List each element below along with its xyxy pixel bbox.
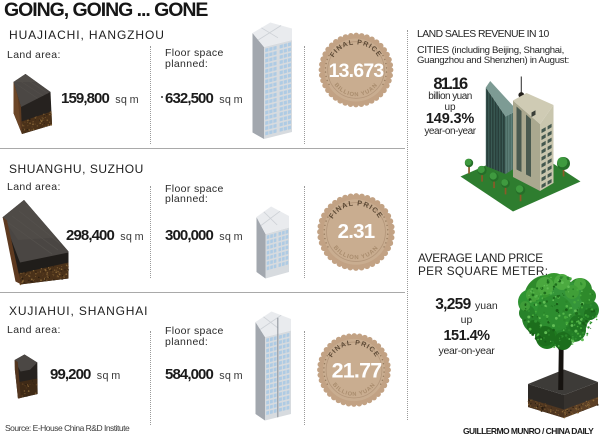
svg-text:21.77: 21.77 (331, 358, 382, 382)
svg-text:2.31: 2.31 (338, 220, 375, 243)
svg-text:13.673: 13.673 (328, 59, 384, 81)
